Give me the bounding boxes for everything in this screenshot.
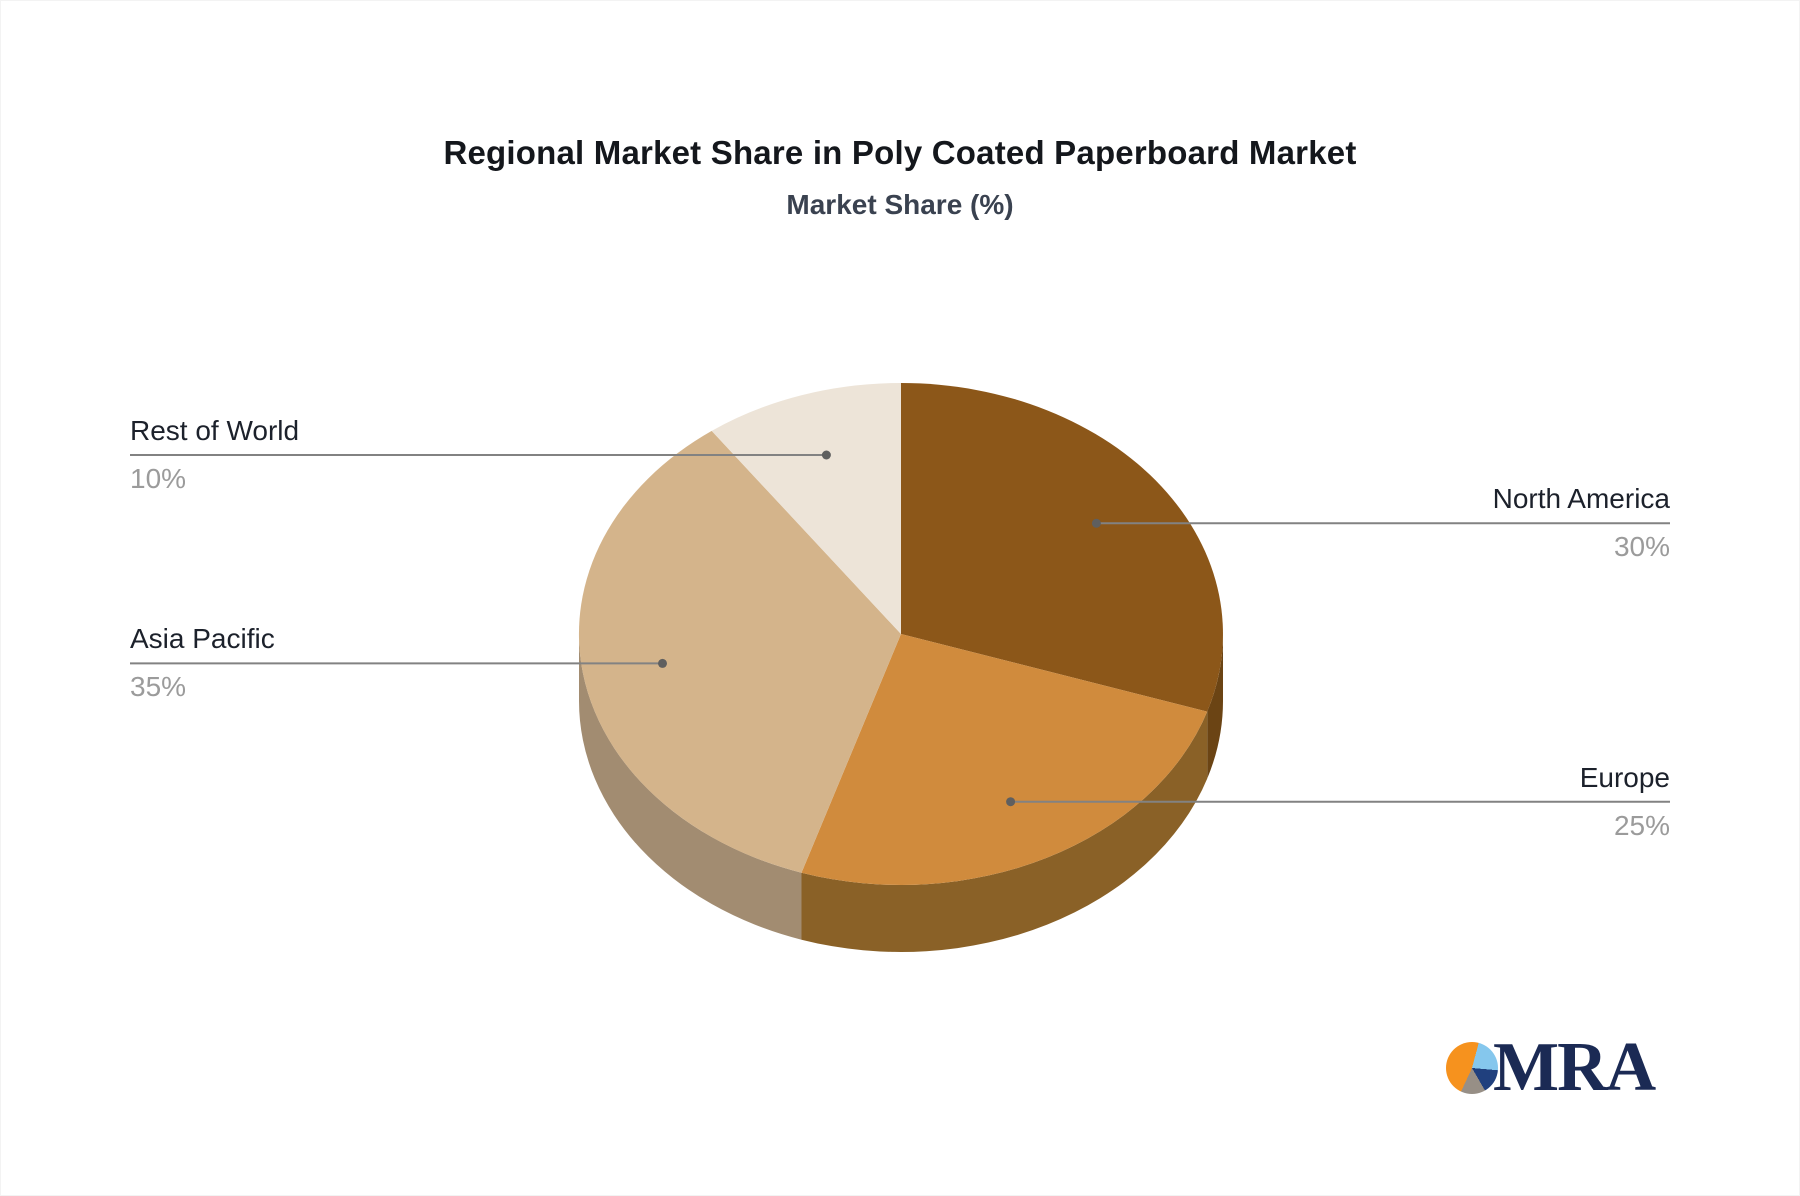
- pie-slice-side-north-america: [1207, 634, 1223, 779]
- pie-slice-rest-of-world[interactable]: [711, 383, 901, 634]
- pie-slice-side-europe: [801, 711, 1208, 952]
- mra-logo-text: MRA: [1493, 1029, 1656, 1106]
- connector-dot-europe: [1006, 797, 1016, 807]
- chart-title: Regional Market Share in Poly Coated Pap…: [443, 134, 1357, 171]
- connector-dot-rest-of-world: [821, 450, 831, 460]
- mra-logo: MRA: [1446, 1029, 1656, 1106]
- pie-slice-europe[interactable]: [801, 634, 1208, 885]
- connector-dot-north-america: [1091, 518, 1101, 528]
- pie-slice-asia-pacific[interactable]: [578, 430, 901, 873]
- connector-dot-asia-pacific: [658, 658, 667, 668]
- mra-logo-pie-icon: [1446, 1042, 1498, 1094]
- pie-slice-north-america[interactable]: [901, 383, 1223, 712]
- chart-subtitle: Market Share (%): [786, 189, 1014, 220]
- pie-slice-side-asia-pacific: [579, 634, 802, 940]
